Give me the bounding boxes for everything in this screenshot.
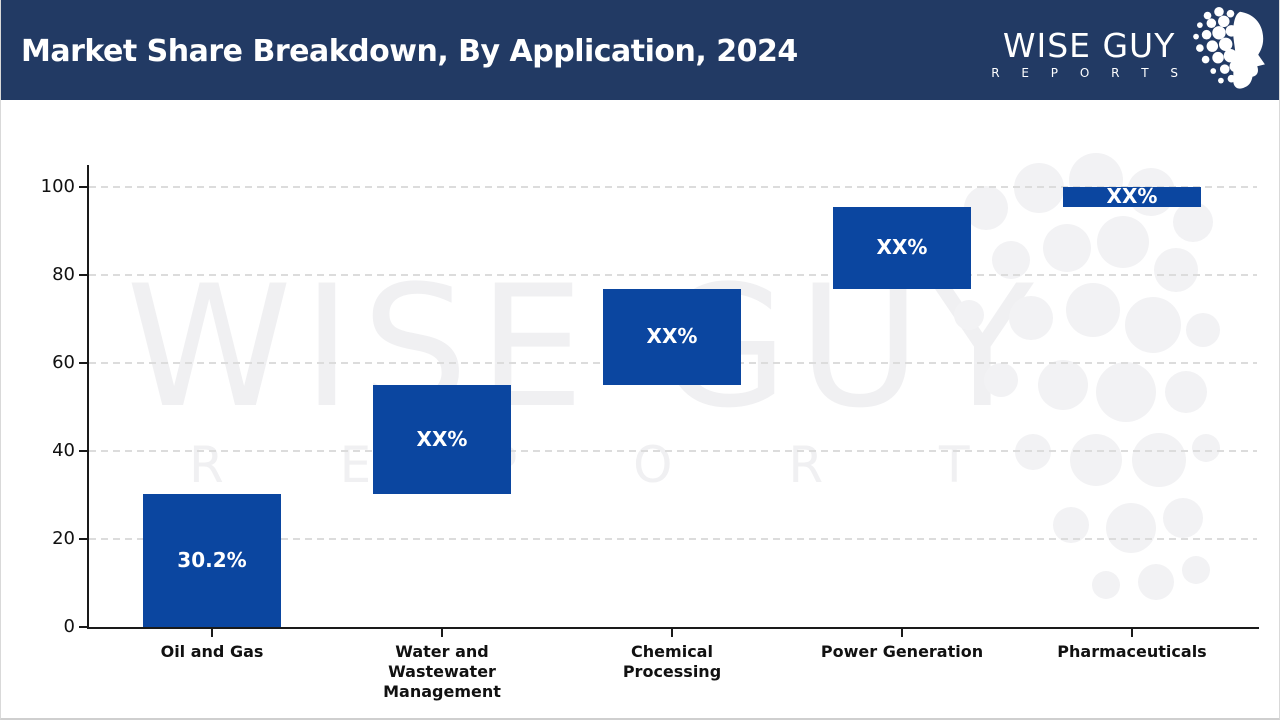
logo-head-icon [1193, 6, 1265, 89]
bar-value-label: XX% [646, 324, 698, 349]
category-label-line: Water and [395, 642, 489, 661]
category-label-line: Chemical [631, 642, 713, 661]
category-label: Power Generation [807, 642, 997, 662]
category-label: Chemical Processing [577, 642, 767, 682]
x-tick-mark-2 [671, 629, 673, 637]
y-tick-label-20: 20 [52, 528, 75, 549]
y-tick-label-100: 100 [40, 176, 75, 197]
y-tick-mark-80 [79, 274, 87, 276]
y-tick-mark-20 [79, 538, 87, 540]
x-tick-mark-0 [211, 629, 213, 637]
gridline-20 [89, 538, 1257, 540]
gridline-100 [89, 186, 1257, 188]
bar-water-and-wastewater-management [373, 385, 511, 495]
header: Market Share Breakdown, By Application, … [1, 0, 1279, 100]
logo-text: WISE GUY R E P O R T S [991, 26, 1187, 80]
x-tick-mark-4 [1131, 629, 1133, 637]
category-label: Oil and Gas [117, 642, 307, 662]
category-label-line: Power Generation [820, 642, 984, 661]
bar-value-label: XX% [876, 234, 928, 259]
category-label-line: Management [383, 682, 501, 701]
category-label-line: Wastewater [388, 662, 496, 681]
bar-chemical-processing [603, 289, 741, 385]
y-tick-label-0: 0 [63, 616, 75, 637]
category-label-line: Pharmaceuticals [1057, 642, 1207, 661]
bar-oil-and-gas [143, 494, 281, 627]
y-tick-mark-60 [79, 362, 87, 364]
logo-wordmark: WISE GUY [1002, 26, 1176, 65]
category-label: Pharmaceuticals [1037, 642, 1227, 662]
category-label-line: Processing [622, 662, 722, 681]
bar-value-label: 30.2% [177, 547, 247, 572]
x-axis-line [87, 627, 1259, 629]
y-tick-mark-100 [79, 186, 87, 188]
bar-value-label: XX% [416, 426, 468, 451]
page-title: Market Share Breakdown, By Application, … [21, 34, 798, 69]
category-label: Water and Wastewater Management [347, 642, 537, 702]
y-tick-mark-0 [79, 626, 87, 628]
y-tick-label-60: 60 [52, 352, 75, 373]
y-tick-label-80: 80 [52, 264, 75, 285]
category-label-line: Oil and Gas [160, 642, 264, 661]
gridline-40 [89, 450, 1257, 452]
logo-subtext: R E P O R T S [991, 66, 1187, 80]
x-tick-mark-3 [901, 629, 903, 637]
y-tick-mark-40 [79, 450, 87, 452]
gridline-80 [89, 274, 1257, 276]
y-tick-label-40: 40 [52, 440, 75, 461]
brand-logo: WISE GUY R E P O R T S [991, 6, 1267, 94]
bar-value-label: XX% [1106, 183, 1158, 208]
x-tick-mark-1 [441, 629, 443, 637]
y-axis-line [87, 165, 89, 629]
